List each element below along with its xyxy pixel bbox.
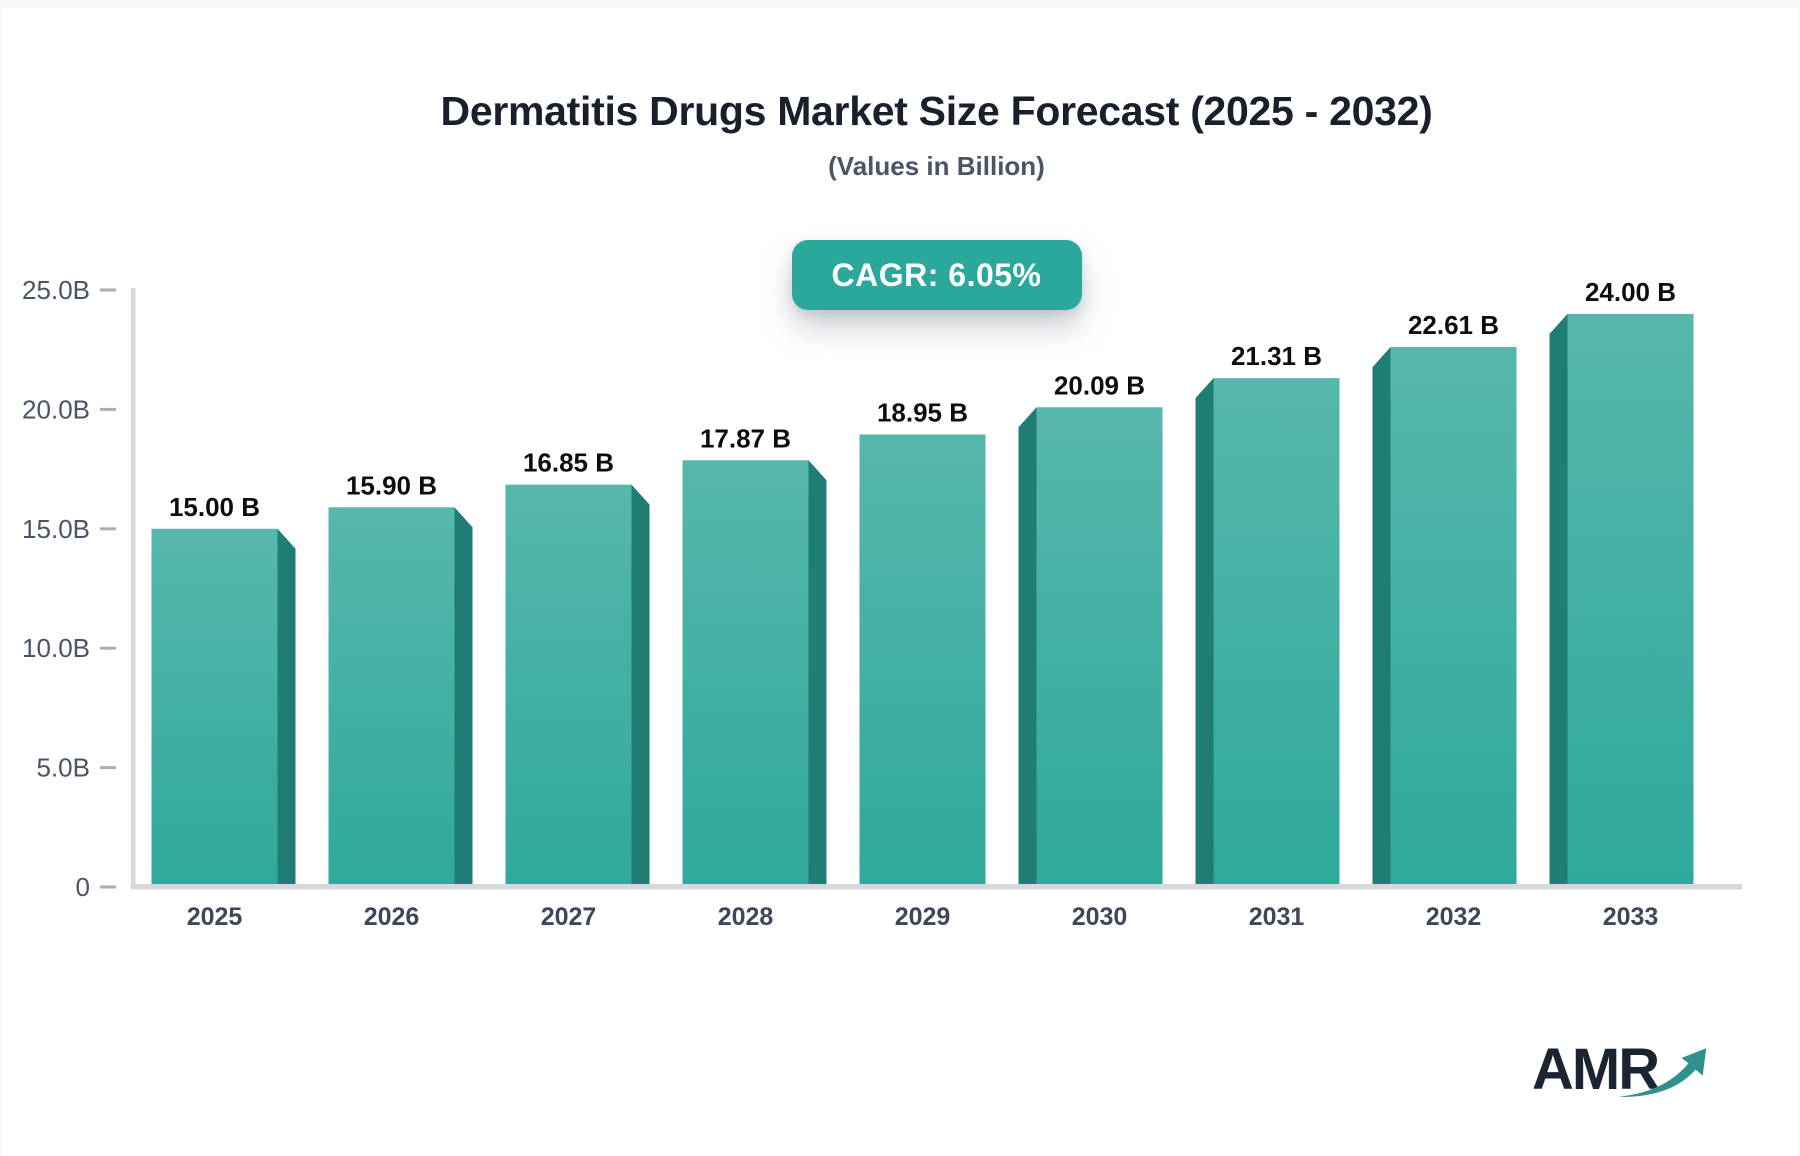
value-label-2033: 24.00 B [1585, 277, 1676, 307]
bar-2033 [1567, 313, 1694, 887]
y-tick-label-0: 0 [76, 872, 90, 902]
x-tick-label-2028: 2028 [718, 903, 774, 931]
value-label-2029: 18.95 B [877, 397, 968, 427]
value-label-2030: 20.09 B [1054, 370, 1145, 400]
value-label-2026: 15.90 B [346, 470, 437, 500]
x-tick-label-2029: 2029 [895, 903, 951, 931]
bar-side-2028 [808, 460, 827, 887]
bar-2027 [505, 484, 632, 887]
bar-2029 [859, 434, 986, 887]
bar-2031 [1213, 378, 1340, 887]
x-tick-label-2031: 2031 [1249, 903, 1305, 931]
bar-2026 [328, 507, 455, 887]
value-label-2027: 16.85 B [523, 448, 614, 478]
bar-2025 [151, 528, 278, 887]
growth-arrow-icon [1617, 1048, 1707, 1097]
value-label-2028: 17.87 B [700, 423, 791, 453]
amr-logo: AMR [1532, 1036, 1722, 1111]
y-tick-label-10.0B: 10.0B [22, 633, 90, 663]
bar-side-2027 [631, 484, 650, 887]
x-tick-label-2030: 2030 [1072, 903, 1128, 931]
y-axis-line [131, 288, 136, 889]
x-tick-label-2033: 2033 [1603, 903, 1659, 931]
value-label-2032: 22.61 B [1408, 310, 1499, 340]
y-tick-0 [100, 885, 116, 889]
bar-side-2030 [1018, 407, 1037, 887]
chart-header: Dermatitis Drugs Market Size Forecast (2… [131, 88, 1742, 310]
bar-side-2031 [1195, 378, 1214, 887]
chart-subtitle: (Values in Billion) [828, 151, 1045, 181]
amr-logo-text: AMR [1532, 1037, 1660, 1102]
chart-title: Dermatitis Drugs Market Size Forecast (2… [440, 88, 1433, 134]
y-tick-label-5.0B: 5.0B [37, 753, 91, 783]
x-tick-label-2025: 2025 [187, 903, 243, 931]
bar-side-2033 [1549, 313, 1568, 887]
y-tick-10.0B [100, 646, 116, 650]
bar-side-2026 [454, 507, 473, 887]
x-tick-label-2027: 2027 [541, 903, 597, 931]
bar-side-2032 [1372, 347, 1391, 887]
bar-side-2025 [277, 528, 296, 887]
y-tick-20.0B [100, 407, 116, 411]
y-tick-25.0B [100, 288, 116, 292]
y-tick-5.0B [100, 766, 116, 770]
value-label-2031: 21.31 B [1231, 341, 1322, 371]
bar-2030 [1036, 407, 1163, 887]
bar-2028 [682, 460, 809, 887]
x-tick-label-2026: 2026 [364, 903, 420, 931]
x-tick-label-2032: 2032 [1426, 903, 1482, 931]
cagr-badge: CAGR: 6.05% [791, 240, 1082, 310]
y-tick-15.0B [100, 527, 116, 531]
y-tick-label-15.0B: 15.0B [22, 514, 90, 544]
y-tick-label-20.0B: 20.0B [22, 394, 90, 424]
y-tick-label-25.0B: 25.0B [22, 275, 90, 305]
x-axis-line [131, 884, 1742, 890]
value-label-2025: 15.00 B [169, 492, 260, 522]
bar-2032 [1390, 347, 1517, 887]
